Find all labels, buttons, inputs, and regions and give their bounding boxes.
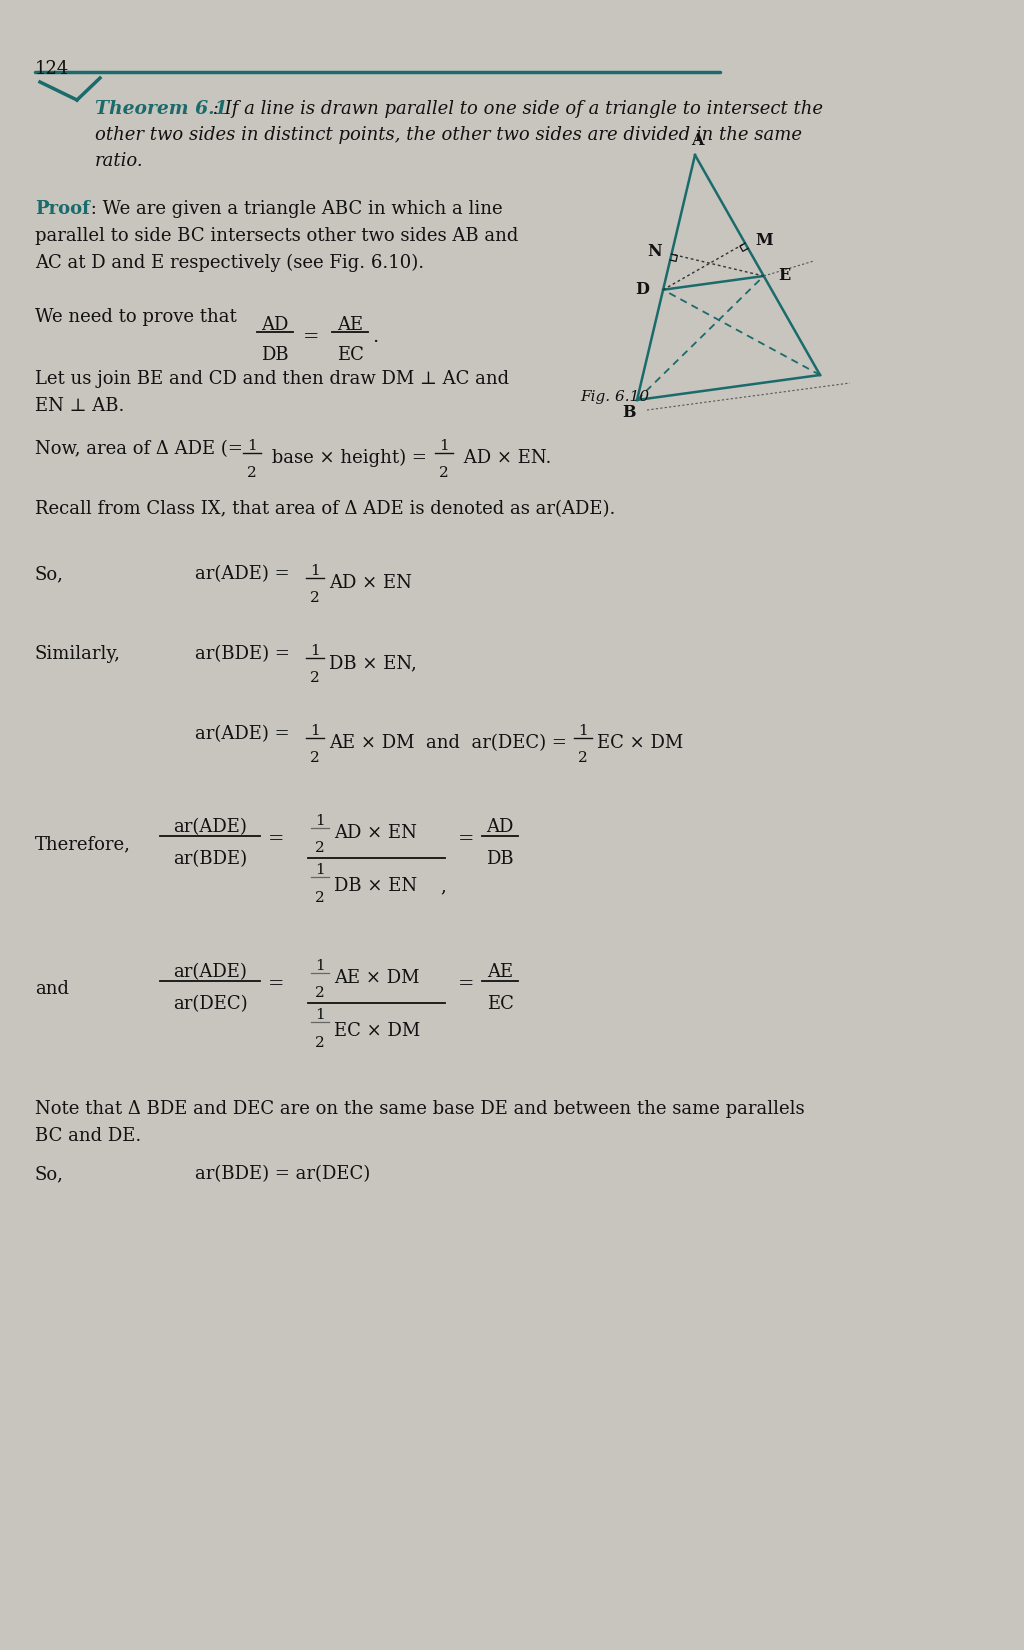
Text: Fig. 6.10: Fig. 6.10 xyxy=(580,389,649,404)
Text: Recall from Class IX, that area of Δ ADE is denoted as ar(ADE).: Recall from Class IX, that area of Δ ADE… xyxy=(35,500,615,518)
Text: DB × EN,: DB × EN, xyxy=(329,653,417,672)
Text: E: E xyxy=(778,267,790,284)
Text: parallel to side BC intersects other two sides AB and: parallel to side BC intersects other two… xyxy=(35,228,518,244)
Text: .: . xyxy=(372,328,378,346)
Text: 1: 1 xyxy=(247,439,257,454)
Text: AE: AE xyxy=(337,317,364,333)
Text: 1: 1 xyxy=(315,813,325,828)
Text: 1: 1 xyxy=(315,1008,325,1021)
Text: AD × EN.: AD × EN. xyxy=(458,449,551,467)
Text: M: M xyxy=(755,231,773,249)
Text: 2: 2 xyxy=(579,751,588,766)
Text: ar(ADE) =: ar(ADE) = xyxy=(195,564,290,582)
Text: DB: DB xyxy=(486,850,514,868)
Text: AD: AD xyxy=(261,317,289,333)
Text: 2: 2 xyxy=(310,672,319,685)
Text: EC: EC xyxy=(486,995,513,1013)
Text: 124: 124 xyxy=(35,59,70,78)
Text: AE × DM  and  ar(DEC) =: AE × DM and ar(DEC) = xyxy=(329,734,567,752)
Text: 2: 2 xyxy=(310,591,319,606)
Text: 1: 1 xyxy=(315,959,325,974)
Text: AC at D and E respectively (see Fig. 6.10).: AC at D and E respectively (see Fig. 6.1… xyxy=(35,254,424,272)
Text: EC × DM: EC × DM xyxy=(334,1021,420,1040)
Text: So,: So, xyxy=(35,564,63,582)
Text: =: = xyxy=(268,975,285,993)
Text: We need to prove that: We need to prove that xyxy=(35,309,237,327)
Text: 1: 1 xyxy=(579,724,588,738)
Text: Let us join BE and CD and then draw DM ⊥ AC and: Let us join BE and CD and then draw DM ⊥… xyxy=(35,370,509,388)
Text: D: D xyxy=(635,280,649,299)
Text: 2: 2 xyxy=(310,751,319,766)
Text: EN ⊥ AB.: EN ⊥ AB. xyxy=(35,398,124,416)
Text: AD × EN: AD × EN xyxy=(329,574,412,592)
Text: =: = xyxy=(458,830,474,848)
Text: EC × DM: EC × DM xyxy=(597,734,683,752)
Text: Now, area of Δ ADE (=: Now, area of Δ ADE (= xyxy=(35,441,243,459)
Text: ar(DEC): ar(DEC) xyxy=(173,995,248,1013)
Text: ,: , xyxy=(440,878,445,894)
Text: 2: 2 xyxy=(315,987,325,1000)
Text: DB: DB xyxy=(261,346,289,365)
Text: 2: 2 xyxy=(315,1036,325,1049)
Text: ratio.: ratio. xyxy=(95,152,143,170)
Text: other two sides in distinct points, the other two sides are divided in the same: other two sides in distinct points, the … xyxy=(95,125,802,144)
Text: Similarly,: Similarly, xyxy=(35,645,121,663)
Text: 1: 1 xyxy=(310,564,319,578)
Text: 2: 2 xyxy=(439,465,449,480)
Text: 1: 1 xyxy=(310,644,319,658)
Text: AE × DM: AE × DM xyxy=(334,969,420,987)
Text: 2: 2 xyxy=(247,465,257,480)
Text: =: = xyxy=(268,830,285,848)
Text: ar(ADE): ar(ADE) xyxy=(173,964,247,982)
Text: Proof: Proof xyxy=(35,200,90,218)
Text: So,: So, xyxy=(35,1165,63,1183)
Text: DB × EN: DB × EN xyxy=(334,878,417,894)
Text: : If a line is drawn parallel to one side of a triangle to intersect the: : If a line is drawn parallel to one sid… xyxy=(207,101,823,119)
Text: ar(BDE): ar(BDE) xyxy=(173,850,247,868)
Text: B: B xyxy=(623,404,636,421)
Text: ar(ADE): ar(ADE) xyxy=(173,818,247,837)
Text: A: A xyxy=(691,132,703,148)
Text: AD: AD xyxy=(486,818,514,837)
Text: base × height) =: base × height) = xyxy=(266,449,427,467)
Text: : We are given a triangle ABC in which a line: : We are given a triangle ABC in which a… xyxy=(85,200,503,218)
Text: 1: 1 xyxy=(439,439,449,454)
Text: Therefore,: Therefore, xyxy=(35,835,131,853)
Text: AD × EN: AD × EN xyxy=(334,823,417,842)
Text: and: and xyxy=(35,980,69,998)
Text: Theorem 6.1: Theorem 6.1 xyxy=(95,101,227,119)
Text: 2: 2 xyxy=(315,842,325,855)
Text: 1: 1 xyxy=(315,863,325,878)
Text: ar(BDE) = ar(DEC): ar(BDE) = ar(DEC) xyxy=(195,1165,371,1183)
Text: Note that Δ BDE and DEC are on the same base DE and between the same parallels: Note that Δ BDE and DEC are on the same … xyxy=(35,1101,805,1119)
Text: 2: 2 xyxy=(315,891,325,904)
Text: =: = xyxy=(458,975,474,993)
Text: BC and DE.: BC and DE. xyxy=(35,1127,141,1145)
Text: EC: EC xyxy=(337,346,364,365)
Text: ar(ADE) =: ar(ADE) = xyxy=(195,724,290,742)
Text: AE: AE xyxy=(487,964,513,982)
Text: 1: 1 xyxy=(310,724,319,738)
Text: ar(BDE) =: ar(BDE) = xyxy=(195,645,290,663)
Text: N: N xyxy=(647,243,662,259)
Text: =: = xyxy=(303,328,319,346)
